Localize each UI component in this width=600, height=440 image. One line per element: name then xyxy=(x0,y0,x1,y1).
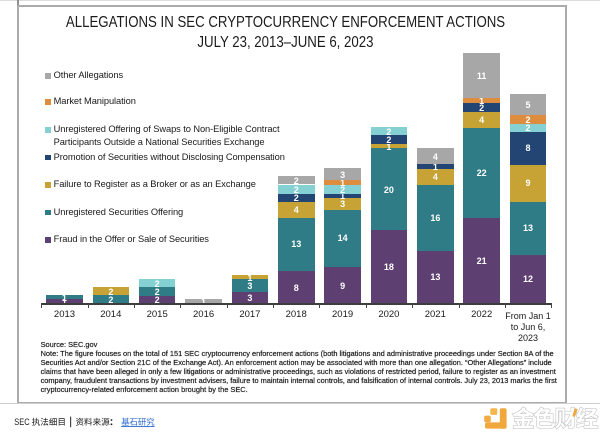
svg-text:SEC: SEC xyxy=(14,416,29,427)
